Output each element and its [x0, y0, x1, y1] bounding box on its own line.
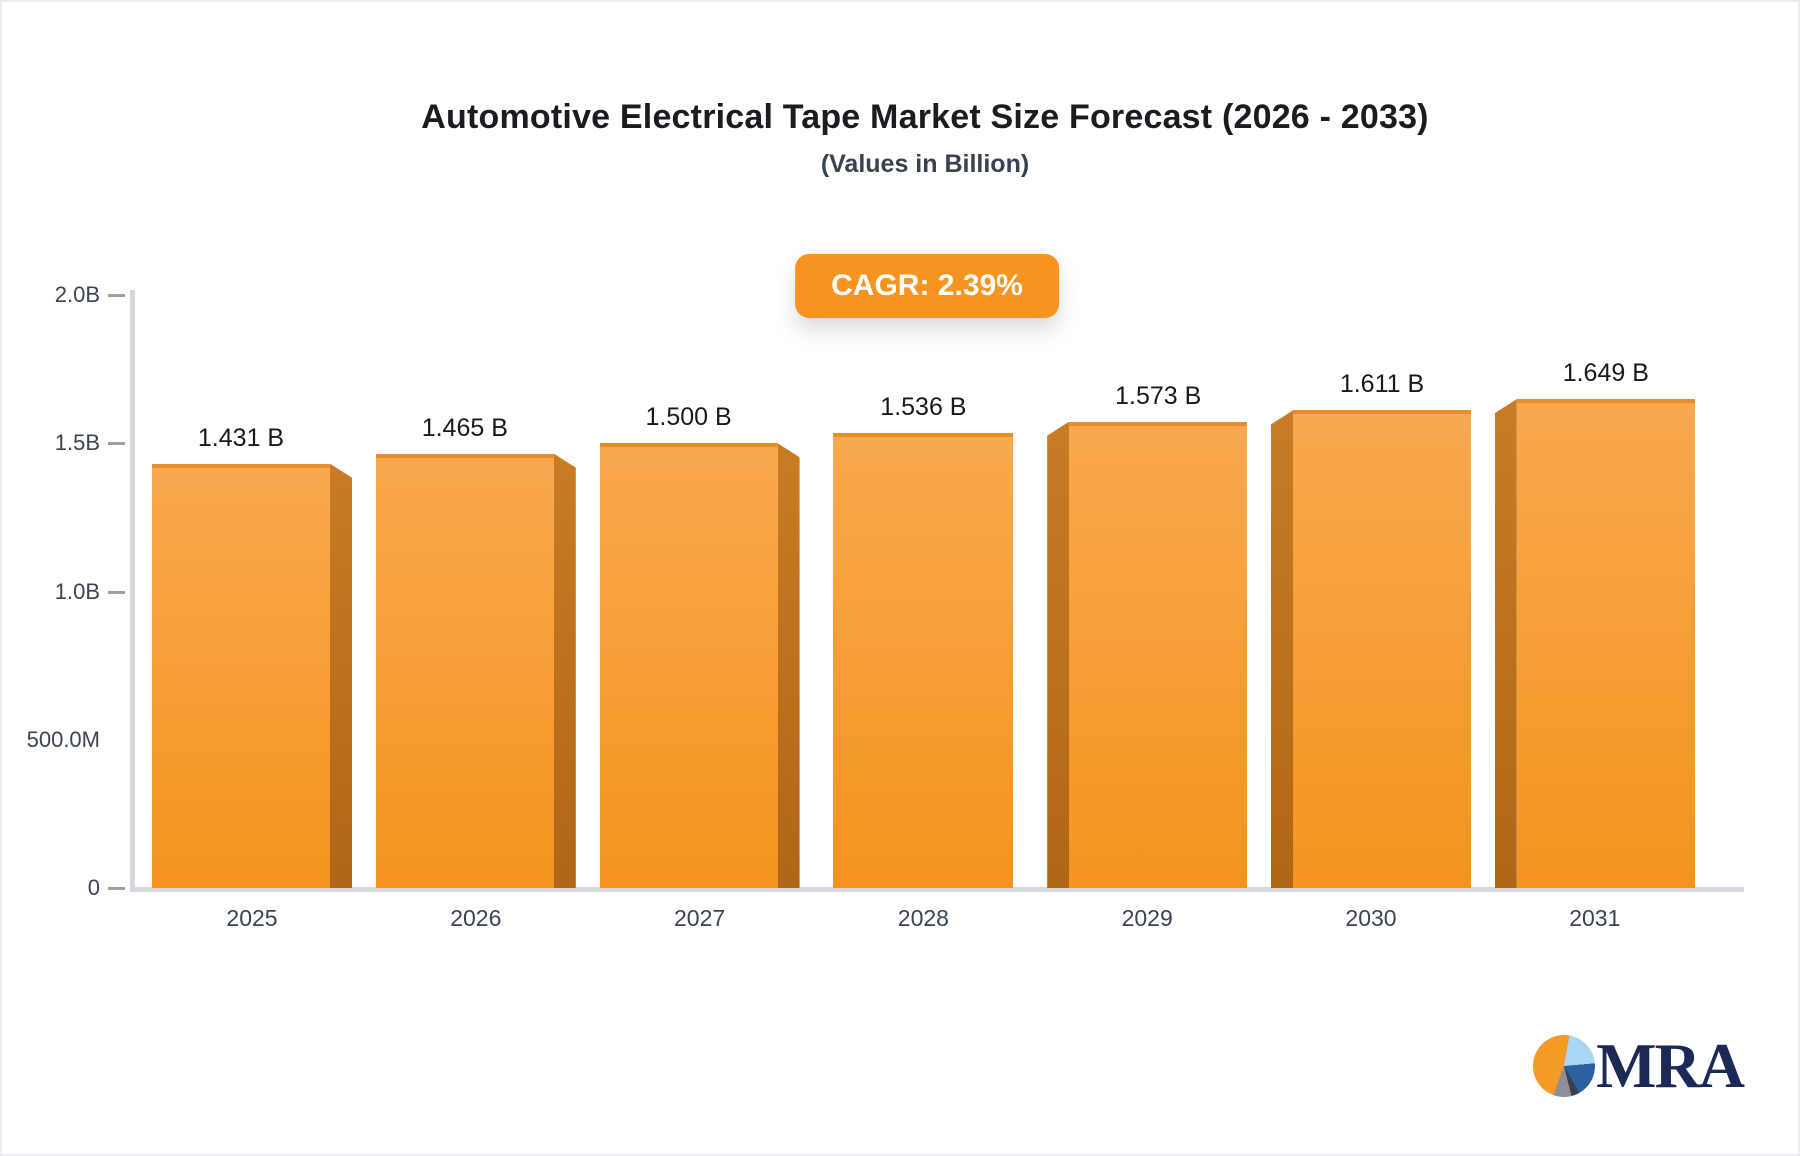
brand-logo-text: MRA	[1596, 1030, 1745, 1101]
bar[interactable]: 1.611 B	[1271, 370, 1471, 888]
x-axis-label: 2026	[450, 905, 502, 931]
bar[interactable]: 1.649 B	[1494, 359, 1695, 888]
bar[interactable]: 1.465 B	[375, 414, 576, 888]
x-axis-label: 2027	[674, 905, 726, 931]
x-axis-label: 2025	[226, 905, 278, 931]
chart-subtitle: (Values in Billion)	[820, 150, 1030, 178]
y-axis-tick	[108, 442, 125, 446]
bar-face	[1069, 421, 1248, 888]
x-axis-label: 2029	[1121, 905, 1173, 931]
bar-3d-side	[777, 443, 800, 888]
y-axis-tick	[108, 294, 125, 297]
bar-3d-side	[330, 463, 352, 888]
bar[interactable]: 1.573 B	[1047, 382, 1248, 888]
brand-logo: MRA	[1533, 1030, 1745, 1101]
y-axis-label: 1.5B	[54, 430, 100, 456]
y-axis-line	[130, 290, 135, 892]
x-axis-label: 2028	[897, 905, 949, 931]
bar-face	[599, 443, 778, 888]
cagr-badge: CAGR: 2.39%	[795, 254, 1059, 318]
bar-value-label: 1.465 B	[421, 413, 508, 442]
bar-face	[833, 432, 1014, 888]
bar[interactable]: 1.536 B	[823, 393, 1023, 888]
bar-face	[375, 453, 554, 888]
bar[interactable]: 1.500 B	[599, 403, 800, 888]
y-axis-label: 2.0B	[54, 282, 100, 307]
bar[interactable]: 1.431 B	[152, 424, 352, 888]
bar-value-label: 1.611 B	[1339, 370, 1425, 399]
bar-3d-side	[1271, 410, 1293, 888]
bar-value-label: 1.649 B	[1562, 359, 1649, 388]
x-axis-line	[130, 887, 1744, 892]
bar-face	[152, 463, 330, 888]
pie-chart-logo-icon	[1533, 1035, 1596, 1097]
bar-value-label: 1.536 B	[880, 392, 967, 421]
bar-face	[1293, 410, 1471, 888]
y-axis-tick	[108, 590, 125, 594]
x-axis-label: 2030	[1345, 905, 1397, 931]
bar-3d-side	[553, 453, 576, 888]
y-axis-tick	[108, 887, 125, 890]
chart-title: Automotive Electrical Tape Market Size F…	[421, 98, 1429, 136]
bar-3d-side	[1047, 421, 1070, 888]
y-axis-label: 1.0B	[54, 578, 100, 604]
bar-value-label: 1.431 B	[197, 423, 285, 452]
bar-face	[1516, 399, 1695, 888]
bar-value-label: 1.573 B	[1115, 381, 1202, 410]
bar-3d-side	[1494, 399, 1517, 888]
x-axis-label: 2031	[1569, 905, 1621, 931]
y-axis-label: 0	[87, 875, 100, 900]
bar-value-label: 1.500 B	[645, 403, 732, 432]
y-axis-label: 500.0M	[26, 726, 100, 752]
